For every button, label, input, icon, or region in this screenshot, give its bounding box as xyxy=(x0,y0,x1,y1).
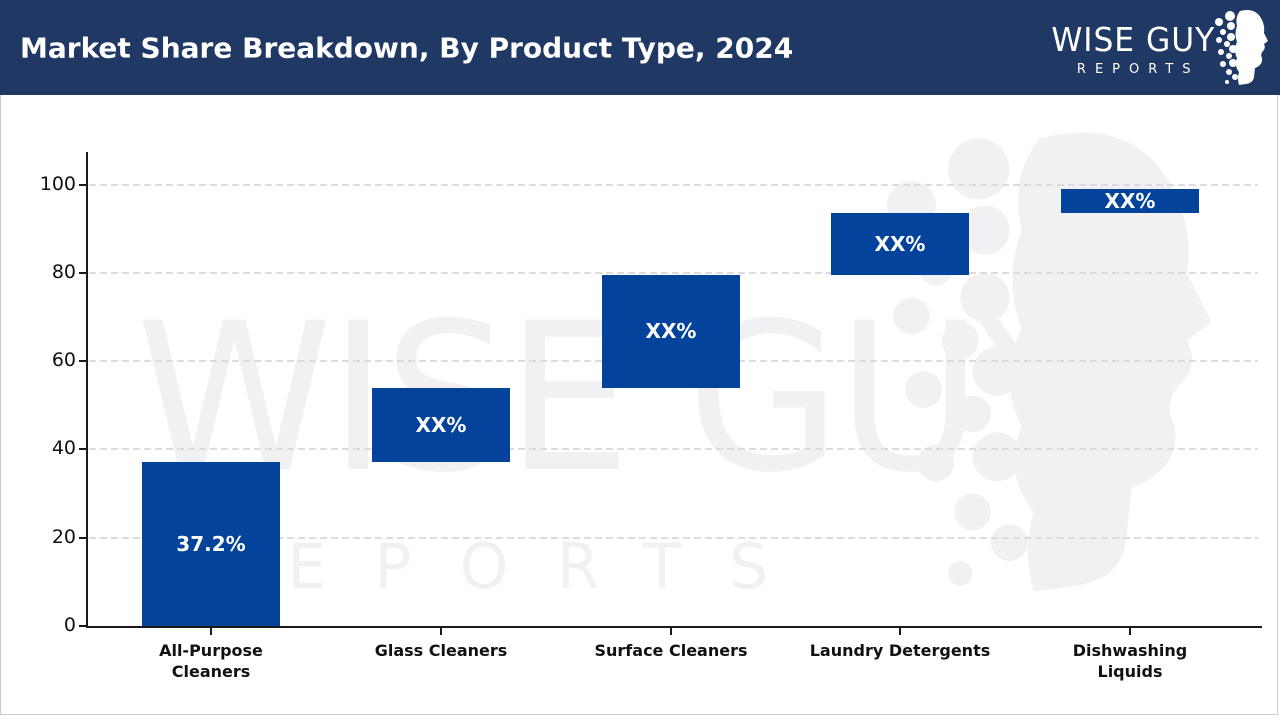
category-label-line: Liquids xyxy=(1097,662,1163,682)
wiseguy-logo-words: WISE GUY REPORTS xyxy=(1047,20,1220,77)
bar-dishwashing-liquids: XX% xyxy=(1061,188,1199,214)
gridline-100 xyxy=(89,183,1258,186)
x-tick-glass-cleaners xyxy=(440,628,442,635)
bar-value-label-dishwashing-liquids: XX% xyxy=(1104,189,1156,214)
x-tick-laundry-detergents xyxy=(899,628,901,635)
y-tick-label-100: 100 xyxy=(39,172,76,195)
bar-surface-cleaners: XX% xyxy=(602,274,740,388)
header-bar: Market Share Breakdown, By Product Type,… xyxy=(0,0,1280,95)
gridline-20 xyxy=(89,536,1258,539)
wiseguy-logo: WISE GUY REPORTS xyxy=(1047,4,1270,92)
category-label-surface-cleaners: Surface Cleaners xyxy=(576,640,766,661)
watermark-subtitle: REPORTS xyxy=(196,530,817,603)
y-tick-label-60: 60 xyxy=(51,349,76,372)
bar-all-purpose-cleaners: 37.2% xyxy=(142,461,280,626)
category-label-line: Cleaners xyxy=(171,662,251,682)
gridline-80 xyxy=(89,271,1258,274)
page-title: Market Share Breakdown, By Product Type,… xyxy=(20,31,794,64)
y-tick-40 xyxy=(79,448,86,451)
category-label-line: Laundry Detergents xyxy=(809,641,991,660)
logo-subtitle: REPORTS xyxy=(1076,61,1200,77)
y-tick-label-0: 0 xyxy=(63,614,76,636)
category-label-line: Dishwashing xyxy=(1072,641,1188,660)
x-tick-all-purpose-cleaners xyxy=(210,628,212,635)
category-label-laundry-detergents: Laundry Detergents xyxy=(805,640,995,661)
logo-wordmark: WISE GUY xyxy=(1051,19,1216,59)
category-label-line: Surface Cleaners xyxy=(594,641,748,660)
x-tick-dishwashing-liquids xyxy=(1129,628,1131,635)
bar-value-label-surface-cleaners: XX% xyxy=(645,319,697,344)
bar-value-label-all-purpose-cleaners: 37.2% xyxy=(176,531,246,556)
gridline-40 xyxy=(89,448,1258,451)
y-tick-20 xyxy=(79,536,86,539)
category-label-all-purpose-cleaners: All-Purpose Cleaners xyxy=(116,640,306,682)
x-tick-surface-cleaners xyxy=(670,628,672,635)
y-tick-100 xyxy=(79,183,86,186)
category-label-glass-cleaners: Glass Cleaners xyxy=(346,640,536,661)
wiseguy-face-icon xyxy=(1215,10,1268,86)
y-tick-label-80: 80 xyxy=(51,260,76,283)
y-tick-60 xyxy=(79,360,86,363)
bar-laundry-detergents: XX% xyxy=(831,213,969,275)
bar-value-label-glass-cleaners: XX% xyxy=(415,412,467,437)
y-tick-label-40: 40 xyxy=(51,437,76,460)
bar-value-label-laundry-detergents: XX% xyxy=(874,231,926,256)
category-label-line: Glass Cleaners xyxy=(374,641,508,660)
bar-glass-cleaners: XX% xyxy=(372,387,510,462)
y-tick-label-20: 20 xyxy=(51,525,76,548)
y-tick-80 xyxy=(79,271,86,274)
category-label-line: All-Purpose xyxy=(159,641,263,660)
y-tick-0 xyxy=(79,625,86,627)
x-axis-spine xyxy=(86,626,1262,628)
y-axis-spine xyxy=(86,152,88,628)
category-label-dishwashing-liquids: Dishwashing Liquids xyxy=(1035,640,1225,682)
